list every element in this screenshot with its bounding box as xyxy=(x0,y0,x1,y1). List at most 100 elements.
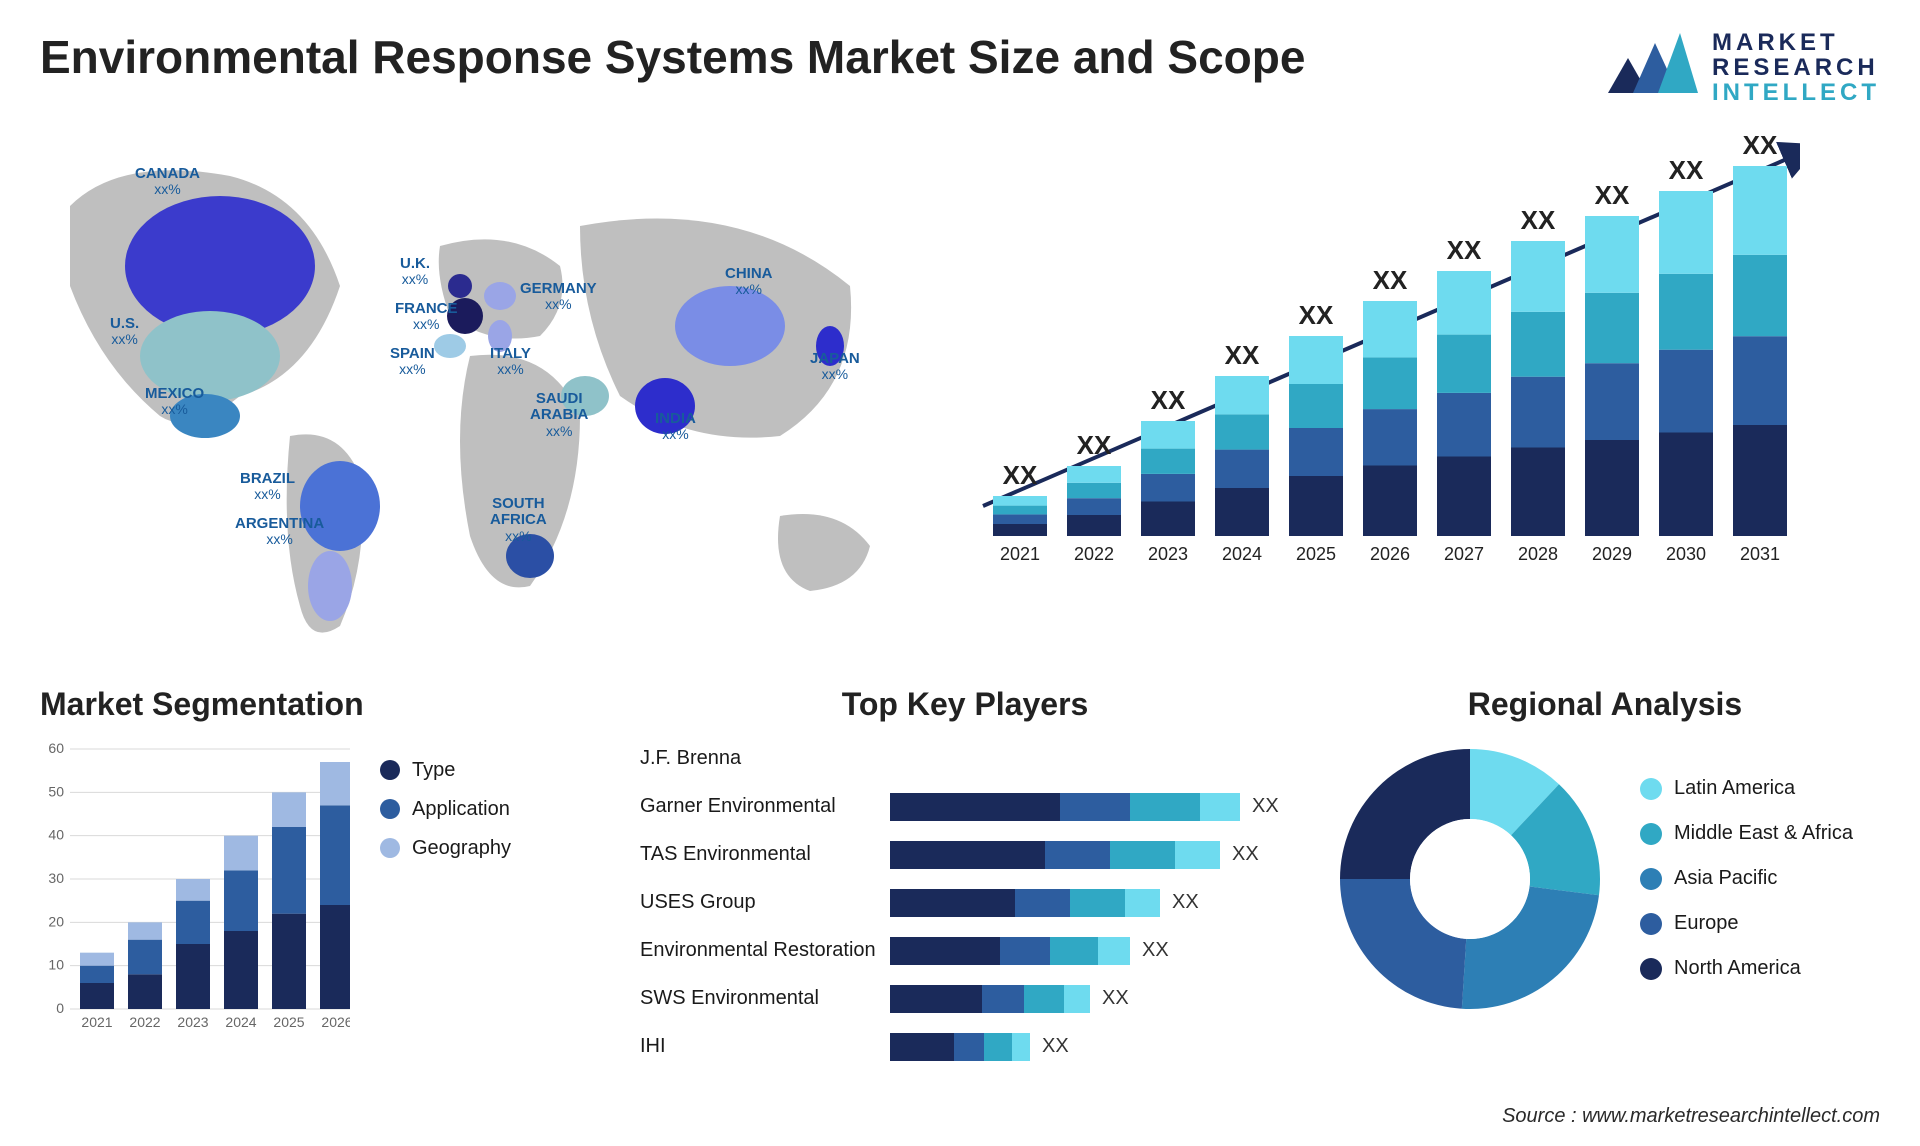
donut-chart xyxy=(1330,739,1610,1019)
player-row: USES Group XX xyxy=(640,883,1290,923)
players-title: Top Key Players xyxy=(640,686,1290,723)
player-row: J.F. Brenna xyxy=(640,739,1290,779)
player-value: XX xyxy=(1102,987,1129,1010)
map-country-label: MEXICOxx% xyxy=(145,386,204,418)
logo-line3: INTELLECT xyxy=(1712,80,1880,105)
svg-text:2030: 2030 xyxy=(1666,544,1706,564)
svg-text:XX: XX xyxy=(1373,265,1408,295)
map-country-label: SOUTHAFRICAxx% xyxy=(490,496,547,544)
segmentation-panel: Market Segmentation 01020304050602021202… xyxy=(40,686,600,1067)
player-value: XX xyxy=(1042,1035,1069,1058)
player-label: USES Group xyxy=(640,891,890,914)
svg-text:2024: 2024 xyxy=(225,1014,256,1030)
svg-text:2023: 2023 xyxy=(177,1014,208,1030)
map-country-label: SAUDIARABIAxx% xyxy=(530,391,588,439)
svg-text:2027: 2027 xyxy=(1444,544,1484,564)
svg-text:XX: XX xyxy=(1225,340,1260,370)
map-country-label: INDIAxx% xyxy=(655,411,696,443)
regional-legend-item: Europe xyxy=(1640,912,1853,935)
player-value: XX xyxy=(1252,795,1279,818)
svg-text:50: 50 xyxy=(48,783,64,799)
svg-text:2024: 2024 xyxy=(1222,544,1262,564)
page-title: Environmental Response Systems Market Si… xyxy=(40,30,1305,84)
bottom-row: Market Segmentation 01020304050602021202… xyxy=(40,686,1880,1067)
forecast-chart: XX2021XX2022XX2023XX2024XX2025XX2026XX20… xyxy=(980,136,1880,656)
svg-text:XX: XX xyxy=(1743,136,1778,160)
map-country-label: JAPANxx% xyxy=(810,351,860,383)
player-row: Environmental Restoration XX xyxy=(640,931,1290,971)
player-label: J.F. Brenna xyxy=(640,747,890,770)
donut-box xyxy=(1330,739,1610,1019)
svg-text:0: 0 xyxy=(56,1000,64,1016)
player-label: SWS Environmental xyxy=(640,987,890,1010)
logo-text: MARKET RESEARCH INTELLECT xyxy=(1712,30,1880,106)
svg-text:2029: 2029 xyxy=(1592,544,1632,564)
svg-text:2023: 2023 xyxy=(1148,544,1188,564)
segmentation-wrap: 0102030405060202120222023202420252026 Ty… xyxy=(40,739,600,1039)
map-country-label: FRANCExx% xyxy=(395,301,458,333)
player-value: XX xyxy=(1172,891,1199,914)
svg-text:XX: XX xyxy=(1669,155,1704,185)
svg-text:XX: XX xyxy=(1595,180,1630,210)
players-list: J.F. Brenna Garner Environmental XX TAS Env… xyxy=(640,739,1290,1067)
svg-text:XX: XX xyxy=(1151,385,1186,415)
player-label: Garner Environmental xyxy=(640,795,890,818)
segmentation-legend-item: Application xyxy=(380,798,511,821)
svg-text:2021: 2021 xyxy=(81,1014,112,1030)
player-label: TAS Environmental xyxy=(640,843,890,866)
player-value: XX xyxy=(1232,843,1259,866)
regional-legend-item: North America xyxy=(1640,957,1853,980)
svg-text:2025: 2025 xyxy=(273,1014,304,1030)
regional-title: Regional Analysis xyxy=(1330,686,1880,723)
player-bar xyxy=(890,841,1220,869)
svg-text:60: 60 xyxy=(48,740,64,756)
svg-text:XX: XX xyxy=(1077,430,1112,460)
map-country-label: ITALYxx% xyxy=(490,346,531,378)
regional-legend-item: Asia Pacific xyxy=(1640,867,1853,890)
player-row: SWS Environmental XX xyxy=(640,979,1290,1019)
logo-line1: MARKET xyxy=(1712,30,1880,55)
map-country-label: U.S.xx% xyxy=(110,316,139,348)
segmentation-title: Market Segmentation xyxy=(40,686,600,723)
regional-legend-item: Middle East & Africa xyxy=(1640,822,1853,845)
map-country-label: CHINAxx% xyxy=(725,266,773,298)
player-label: IHI xyxy=(640,1035,890,1058)
player-bar xyxy=(890,793,1240,821)
brand-logo: MARKET RESEARCH INTELLECT xyxy=(1608,30,1880,106)
segmentation-legend-item: Type xyxy=(380,759,511,782)
map-country-label: ARGENTINAxx% xyxy=(235,516,324,548)
regional-panel: Regional Analysis Latin America Middle Ea… xyxy=(1330,686,1880,1067)
player-bar xyxy=(890,1033,1030,1061)
player-bar xyxy=(890,985,1090,1013)
source-text: Source : www.marketresearchintellect.com xyxy=(1502,1105,1880,1128)
logo-icon xyxy=(1608,33,1698,103)
logo-line2: RESEARCH xyxy=(1712,55,1880,80)
svg-text:XX: XX xyxy=(1003,460,1038,490)
svg-text:2026: 2026 xyxy=(321,1014,350,1030)
svg-text:30: 30 xyxy=(48,870,64,886)
player-value: XX xyxy=(1142,939,1169,962)
svg-text:20: 20 xyxy=(48,913,64,929)
svg-text:2026: 2026 xyxy=(1370,544,1410,564)
player-label: Environmental Restoration xyxy=(640,939,890,962)
svg-text:XX: XX xyxy=(1447,235,1482,265)
top-row: CANADAxx%U.S.xx%MEXICOxx%BRAZILxx%ARGENT… xyxy=(40,136,1880,656)
world-map: CANADAxx%U.S.xx%MEXICOxx%BRAZILxx%ARGENT… xyxy=(40,136,920,656)
svg-text:XX: XX xyxy=(1299,300,1334,330)
player-row: Garner Environmental XX xyxy=(640,787,1290,827)
segmentation-chart: 0102030405060202120222023202420252026 xyxy=(40,739,350,1039)
players-panel: Top Key Players J.F. Brenna Garner Enviro… xyxy=(640,686,1290,1067)
forecast-svg: XX2021XX2022XX2023XX2024XX2025XX2026XX20… xyxy=(980,136,1800,576)
svg-text:40: 40 xyxy=(48,826,64,842)
map-country-label: GERMANYxx% xyxy=(520,281,597,313)
player-bar xyxy=(890,889,1160,917)
regional-legend: Latin America Middle East & Africa Asia Pa… xyxy=(1640,777,1853,980)
regional-wrap: Latin America Middle East & Africa Asia Pa… xyxy=(1330,739,1880,1019)
regional-legend-item: Latin America xyxy=(1640,777,1853,800)
svg-text:2021: 2021 xyxy=(1000,544,1040,564)
svg-text:2031: 2031 xyxy=(1740,544,1780,564)
svg-text:2025: 2025 xyxy=(1296,544,1336,564)
page-root: Environmental Response Systems Market Si… xyxy=(0,0,1920,1146)
svg-text:XX: XX xyxy=(1521,205,1556,235)
segmentation-legend: TypeApplicationGeography xyxy=(380,739,511,1039)
